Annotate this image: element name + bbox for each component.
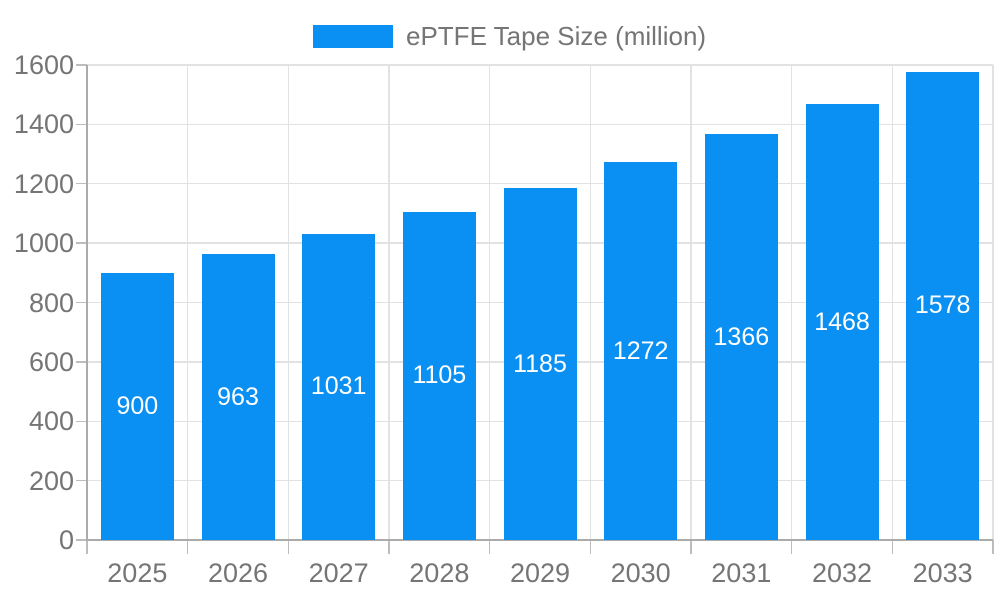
y-axis-tick [76,64,87,66]
x-axis-tick [388,540,390,554]
v-gridline [187,65,189,540]
y-axis-tick [76,301,87,304]
bar-value-label: 963 [217,382,259,411]
x-axis-tick [488,540,491,554]
v-gridline [388,65,390,540]
y-axis-tick [76,479,87,482]
x-tick-label: 2033 [912,558,973,588]
y-tick-label: 1600 [13,50,74,80]
legend-swatch [313,25,393,48]
bar: 1031 [302,233,376,540]
y-tick-label: 600 [28,346,74,377]
y-tick-label: 200 [28,465,74,496]
y-tick-label: 1400 [13,109,74,140]
x-axis-tick [690,540,692,554]
y-axis-tick [76,361,87,363]
v-gridline [287,65,289,540]
h-gridline [87,123,993,126]
bar-value-label: 1366 [713,322,770,351]
bar-value-label: 1185 [513,349,567,378]
bar: 900 [100,272,174,540]
bar-value-label: 1578 [914,291,971,320]
y-tick-label: 1200 [13,168,74,199]
v-gridline [992,65,994,540]
x-tick-label: 2027 [308,558,369,588]
v-gridline [489,65,491,540]
x-tick-label: 2029 [509,558,571,588]
x-axis-tick [287,540,290,554]
x-tick-label: 2032 [811,558,873,588]
x-tick-label: 2030 [610,558,671,588]
y-tick-label: 0 [58,525,74,555]
bar: 963 [201,254,275,540]
y-tick-label: 1000 [13,228,74,259]
h-gridline [87,183,993,185]
y-tick-label: 800 [28,287,74,318]
bar: 1468 [805,104,879,540]
x-tick-label: 2026 [207,558,269,588]
v-gridline [589,65,591,540]
bar-value-label: 1468 [814,307,870,336]
x-axis-tick [589,540,592,554]
bar: 1105 [402,211,476,540]
x-axis-tick [186,540,189,554]
bar-value-label: 900 [116,391,159,420]
x-axis-line [85,539,993,541]
bar-value-label: 1272 [612,336,669,365]
x-axis-tick [86,540,88,554]
v-gridline [891,65,893,540]
y-axis-tick [76,183,87,185]
bar: 1366 [704,134,778,540]
y-axis-tick [76,123,87,126]
y-axis-tick [76,242,87,244]
y-tick-label: 400 [28,406,74,437]
bar-value-label: 1105 [412,361,467,390]
bar-value-label: 1031 [310,372,367,401]
x-axis-tick [891,540,894,554]
v-gridline [690,65,692,540]
x-tick-label: 2028 [409,558,470,588]
legend: ePTFE Tape Size (million) [313,21,706,52]
v-gridline [791,65,793,540]
h-gridline [87,64,993,66]
x-tick-label: 2031 [711,558,772,588]
legend-label: ePTFE Tape Size (million) [406,21,707,51]
y-axis-tick [76,420,87,422]
bar: 1578 [906,71,980,540]
y-axis-line [85,65,88,540]
bar: 1185 [503,188,577,540]
x-axis-tick [992,540,994,554]
y-axis-tick [76,539,87,541]
x-tick-label: 2025 [107,558,168,588]
bar: 1272 [604,162,678,540]
x-axis-tick [790,540,793,554]
